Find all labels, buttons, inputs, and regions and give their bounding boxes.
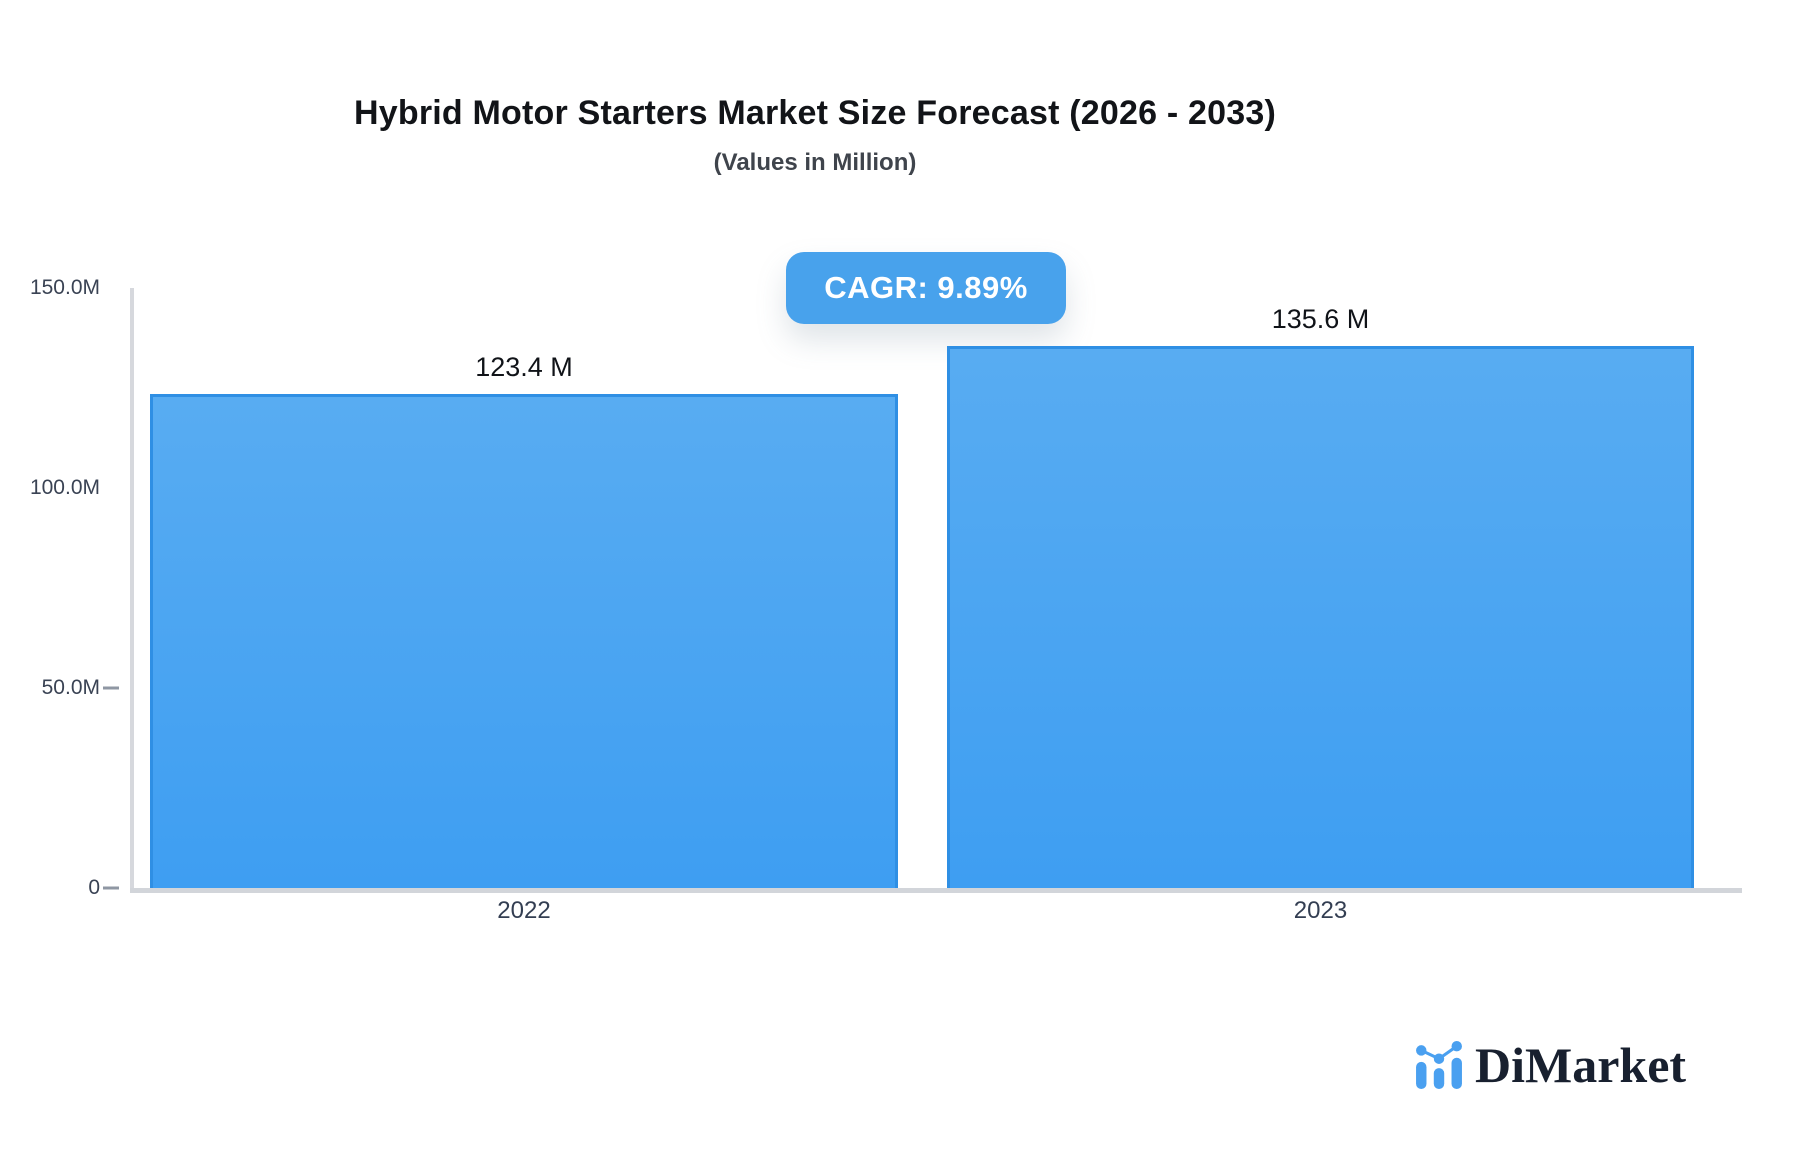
dimarket-bars-icon <box>1416 1041 1462 1089</box>
y-axis-tick-label: 0 <box>88 876 100 899</box>
y-axis-tick-label: 50.0M <box>41 676 100 699</box>
cagr-badge: CAGR: 9.89% <box>786 252 1066 324</box>
chart-title: Hybrid Motor Starters Market Size Foreca… <box>354 94 1276 132</box>
bar-value-label: 135.6 M <box>1271 303 1370 334</box>
chart-header: Hybrid Motor Starters Market Size Foreca… <box>0 94 1630 177</box>
brand-logo-text: DiMarket <box>1475 1037 1687 1093</box>
cagr-badge-text: CAGR: 9.89% <box>824 270 1028 305</box>
x-axis-label: 2022 <box>497 897 551 924</box>
brand-logo: DiMarket <box>1416 1040 1686 1090</box>
chart-subtitle: (Values in Million) <box>713 149 917 176</box>
bar-2022[interactable] <box>150 394 898 888</box>
y-axis-tick-dash <box>103 886 119 890</box>
y-axis-line <box>130 288 134 893</box>
x-axis-label: 2023 <box>1293 897 1348 924</box>
y-axis-tick-label: 150.0M <box>29 276 100 299</box>
x-axis-line <box>130 888 1742 893</box>
y-axis-tick-label: 100.0M <box>29 476 100 499</box>
bar-2023[interactable] <box>947 345 1694 888</box>
bar-value-label: 123.4 M <box>475 352 573 383</box>
y-axis-tick-dash <box>103 686 119 690</box>
